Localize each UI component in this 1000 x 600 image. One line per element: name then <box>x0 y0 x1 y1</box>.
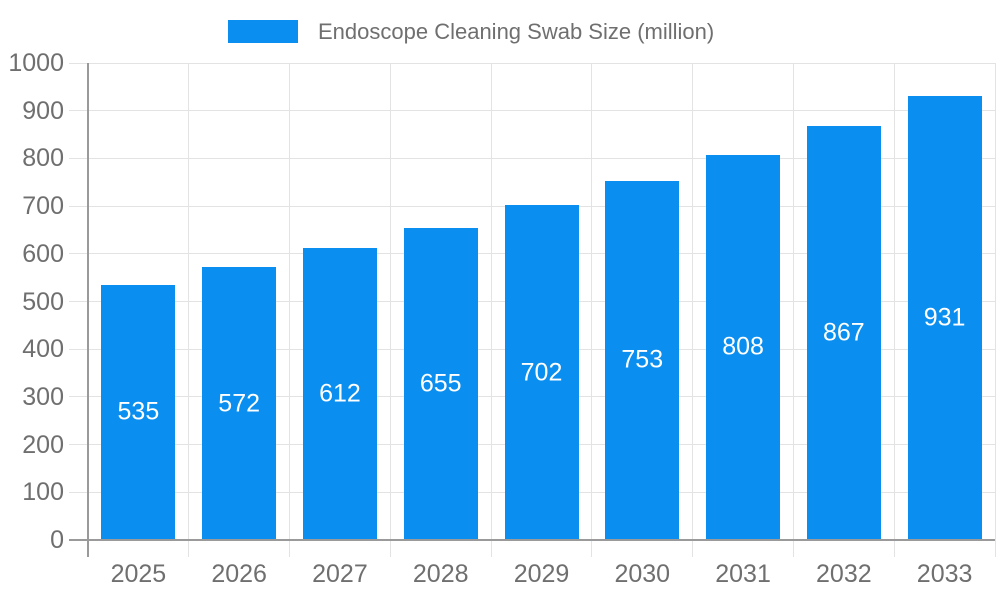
y-axis-label: 1000 <box>8 49 64 77</box>
bar[interactable]: 702 <box>504 205 579 540</box>
bar-value-label: 931 <box>923 303 966 332</box>
x-axis-label: 2027 <box>312 560 368 588</box>
x-axis-label: 2033 <box>916 560 973 588</box>
bar[interactable]: 931 <box>907 95 982 540</box>
y-axis-label: 100 <box>22 478 64 507</box>
bar[interactable]: 572 <box>202 267 277 540</box>
bar-value-label: 753 <box>621 345 664 374</box>
bar-value-label: 612 <box>319 379 361 408</box>
bar-value-label: 572 <box>218 389 261 418</box>
bar[interactable]: 655 <box>403 227 478 540</box>
v-gridline <box>389 63 391 557</box>
v-gridline <box>490 63 492 557</box>
x-axis-label: 2032 <box>816 560 872 588</box>
y-axis-label: 300 <box>22 382 64 411</box>
y-axis-line <box>87 63 89 557</box>
bar-value-label: 867 <box>822 318 865 347</box>
h-gridline <box>69 110 995 112</box>
x-axis-label: 2029 <box>513 560 570 588</box>
y-axis-label: 900 <box>22 96 64 125</box>
y-axis-label: 500 <box>22 287 64 316</box>
y-axis-label: 200 <box>22 430 64 459</box>
v-gridline <box>188 63 190 557</box>
x-axis-label: 2030 <box>614 560 671 588</box>
bar-value-label: 535 <box>117 397 160 426</box>
bar[interactable]: 753 <box>605 180 680 540</box>
v-gridline <box>692 63 694 557</box>
h-gridline <box>69 157 995 159</box>
bar[interactable]: 535 <box>101 284 176 540</box>
legend-item[interactable]: Endoscope Cleaning Swab Size (million) <box>228 20 714 43</box>
v-gridline <box>994 63 996 557</box>
legend-swatch <box>228 20 298 43</box>
y-axis-label: 600 <box>22 239 64 268</box>
x-axis-line <box>69 539 995 541</box>
bar-value-label: 702 <box>520 358 563 387</box>
x-axis-label: 2025 <box>110 560 167 588</box>
v-gridline <box>591 63 593 557</box>
x-axis-label: 2031 <box>715 560 771 588</box>
v-gridline <box>893 63 895 557</box>
y-axis-label: 700 <box>22 192 64 221</box>
y-axis-label: 800 <box>22 144 64 173</box>
y-axis-label: 400 <box>22 335 64 364</box>
x-axis-label: 2028 <box>412 560 469 588</box>
bar[interactable]: 867 <box>806 126 881 540</box>
v-gridline <box>289 63 291 557</box>
bar-value-label: 808 <box>722 332 764 361</box>
x-axis-label: 2026 <box>211 560 267 588</box>
v-gridline <box>792 63 794 557</box>
bar[interactable]: 612 <box>302 248 377 540</box>
bar-value-label: 655 <box>419 369 462 398</box>
h-gridline <box>69 62 995 64</box>
bar[interactable]: 808 <box>706 154 781 540</box>
y-axis-label: 0 <box>50 526 64 554</box>
legend-label: Endoscope Cleaning Swab Size (million) <box>318 19 715 44</box>
